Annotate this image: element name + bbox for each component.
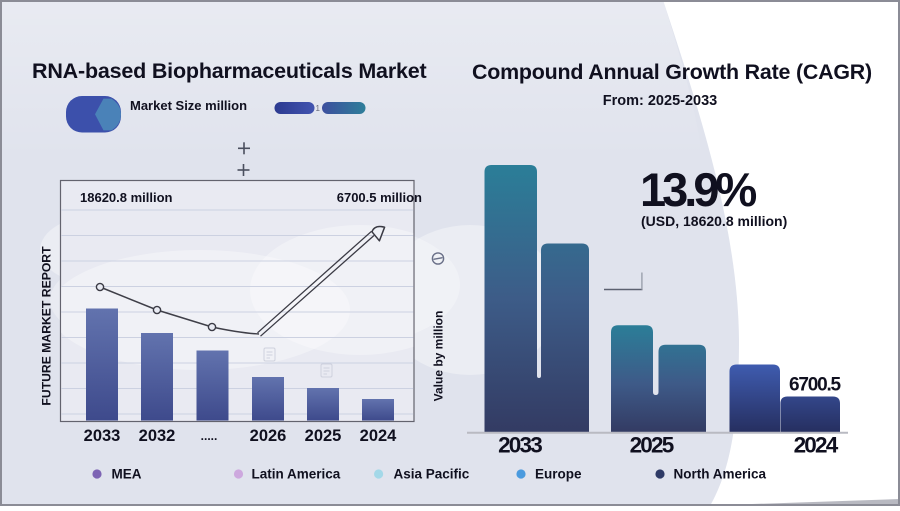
svg-text:FUTURE MARKET REPORT: FUTURE MARKET REPORT [40,246,54,406]
svg-text:Market Size million: Market Size million [130,98,247,113]
svg-text:2033: 2033 [498,433,542,458]
svg-text:MEA: MEA [112,467,142,482]
svg-text:2024: 2024 [794,433,839,458]
svg-text:2033: 2033 [84,427,121,445]
svg-text:Value by million: Value by million [432,311,446,402]
svg-text:2026: 2026 [250,427,287,445]
svg-text:18620.8 million: 18620.8 million [80,190,173,205]
svg-text:Asia Pacific: Asia Pacific [394,467,470,482]
svg-text:2024: 2024 [360,427,398,445]
svg-text:RNA-based Biopharmaceuticals M: RNA-based Biopharmaceuticals Market [32,59,426,83]
svg-text:6700.5: 6700.5 [789,375,842,396]
svg-text:2025: 2025 [630,433,674,458]
svg-text:From: 2025-2033: From: 2025-2033 [603,93,717,109]
svg-text:Compound Annual Growth Rate (C: Compound Annual Growth Rate (CAGR) [472,60,872,84]
svg-text:Europe: Europe [535,467,582,482]
svg-text:Latin America: Latin America [252,467,341,482]
svg-text:(USD, 18620.8 million): (USD, 18620.8 million) [641,213,787,229]
svg-text:6700.5 million: 6700.5 million [337,190,422,205]
svg-text:North America: North America [674,467,767,482]
svg-text:13.9%: 13.9% [640,163,756,216]
svg-text:2032: 2032 [139,427,176,445]
svg-text:1: 1 [316,104,321,113]
svg-text:2025: 2025 [305,427,342,445]
svg-text:.....: ..... [201,429,218,443]
